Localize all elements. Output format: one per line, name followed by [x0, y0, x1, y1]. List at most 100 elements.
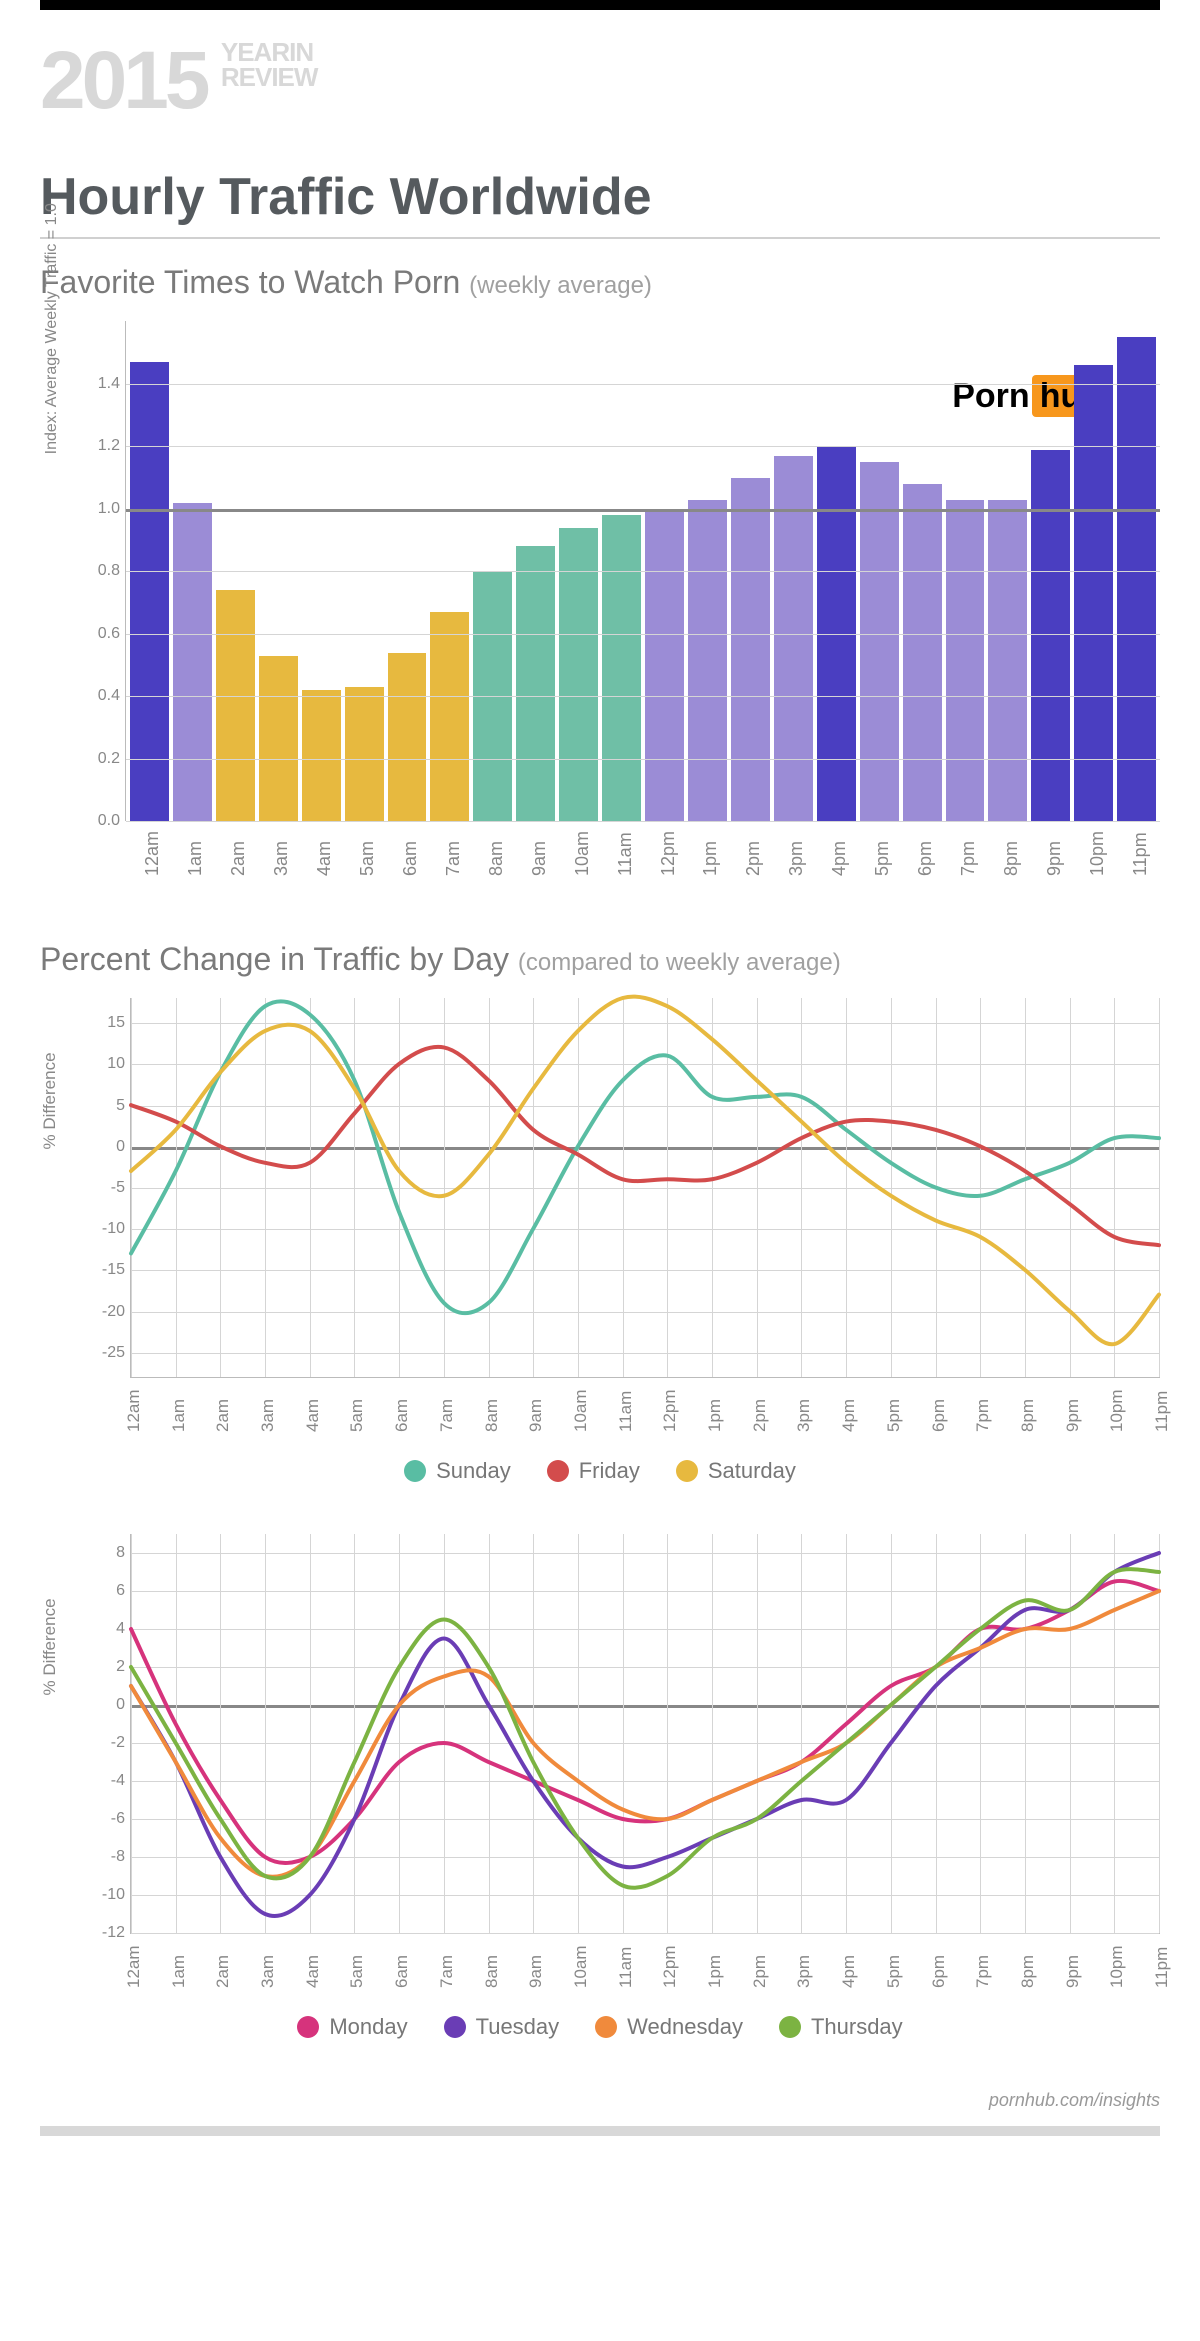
line-chart-weekend: % Difference -25-20-15-10-505101512am1am…	[95, 998, 1160, 1378]
bar-x-label: 7am	[443, 841, 464, 876]
bar-gridline	[126, 634, 1160, 635]
line-x-label: 4pm	[839, 1399, 859, 1432]
series-line	[131, 997, 1159, 1345]
bar-chart: Index: Average Weekly Traffic = 1.0 12am…	[90, 321, 1160, 821]
title-underline	[40, 237, 1160, 239]
header: 2015 YEARIN REVIEW	[40, 40, 1160, 117]
line-x-label: 11pm	[1152, 1391, 1172, 1432]
line-y-tick: 15	[107, 1014, 131, 1032]
legend-item: Sunday	[404, 1458, 511, 1484]
line-y-tick: -10	[102, 1220, 131, 1238]
bar-gridline	[126, 384, 1160, 385]
legend-label: Sunday	[436, 1458, 511, 1483]
bar-x-label: 5am	[357, 841, 378, 876]
line-x-label: 12pm	[660, 1946, 680, 1989]
bar-x-label: 12am	[142, 831, 163, 876]
bar-y-tick: 0.8	[96, 562, 126, 580]
line-x-label: 2am	[213, 1399, 233, 1432]
line2-y-label: % Difference	[40, 1599, 60, 1696]
bar-y-label: Index: Average Weekly Traffic = 1.0	[43, 204, 61, 455]
bar-y-tick: 0.2	[96, 750, 126, 768]
line-x-label: 10pm	[1107, 1946, 1127, 1989]
line-x-label: 7am	[437, 1955, 457, 1988]
line-grid-v	[1159, 1534, 1160, 1933]
line-x-label: 12pm	[660, 1390, 680, 1433]
line-x-label: 1am	[169, 1955, 189, 1988]
bar-x-label: 1pm	[700, 841, 721, 876]
top-bar	[40, 0, 1160, 10]
legend-weekend: SundayFridaySaturday	[40, 1458, 1160, 1484]
bar: 8pm	[988, 500, 1027, 822]
line-y-tick: 10	[107, 1055, 131, 1073]
line-x-label: 6am	[392, 1399, 412, 1432]
bar: 4am	[302, 690, 341, 821]
bar-y-tick: 1.0	[96, 500, 126, 518]
bar-gridline	[126, 821, 1160, 822]
line-x-label: 10pm	[1107, 1390, 1127, 1433]
line-x-label: 7pm	[973, 1955, 993, 1988]
line-x-label: 10am	[571, 1390, 591, 1433]
series-line	[131, 1591, 1159, 1877]
legend-weekday: MondayTuesdayWednesdayThursday	[40, 2014, 1160, 2040]
bar-x-label: 5pm	[872, 841, 893, 876]
line-grid-v	[1159, 998, 1160, 1377]
legend-label: Monday	[329, 2014, 407, 2039]
legend-label: Wednesday	[627, 2014, 743, 2039]
legend-item: Thursday	[779, 2014, 903, 2040]
series-line	[131, 1047, 1159, 1245]
line-x-label: 10am	[571, 1946, 591, 1989]
bar-gridline	[126, 696, 1160, 697]
line-x-label: 6pm	[929, 1399, 949, 1432]
line-y-tick: -25	[102, 1344, 131, 1362]
bar: 6pm	[903, 484, 942, 822]
line-x-label: 4am	[303, 1955, 323, 1988]
line-x-label: 9pm	[1063, 1399, 1083, 1432]
line-y-tick: 0	[116, 1138, 131, 1156]
bar-gridline	[126, 759, 1160, 760]
line-x-label: 8pm	[1018, 1399, 1038, 1432]
bar-x-label: 11am	[615, 833, 636, 877]
legend-label: Thursday	[811, 2014, 903, 2039]
line-x-label: 5pm	[884, 1399, 904, 1432]
bar-x-label: 12pm	[658, 831, 679, 876]
bar: 11am	[602, 515, 641, 821]
bar: 3am	[259, 656, 298, 822]
bar-x-label: 8pm	[1001, 841, 1022, 876]
legend-dot	[404, 1460, 426, 1482]
line-y-tick: -2	[111, 1734, 131, 1752]
line-grid-h	[131, 1933, 1159, 1934]
line-x-label: 3pm	[794, 1399, 814, 1432]
bar: 7pm	[946, 500, 985, 822]
bar: 9am	[516, 546, 555, 821]
s2-title-text: Percent Change in Traffic by Day	[40, 941, 509, 977]
bar: 11pm	[1117, 337, 1156, 821]
bar: 9pm	[1031, 450, 1070, 822]
legend-dot	[444, 2016, 466, 2038]
bar-title-paren: (weekly average)	[469, 272, 652, 299]
line-x-label: 8am	[482, 1955, 502, 1988]
bar-x-label: 7pm	[958, 841, 979, 876]
line-y-tick: 6	[116, 1582, 131, 1600]
line-svg	[131, 1534, 1159, 1933]
line-x-label: 3am	[258, 1955, 278, 1988]
bar: 12pm	[645, 512, 684, 821]
line-y-tick: 0	[116, 1696, 131, 1714]
legend-dot	[297, 2016, 319, 2038]
bar-x-label: 6am	[400, 841, 421, 876]
year-sub: YEARIN REVIEW	[221, 40, 318, 89]
line-y-tick: -4	[111, 1772, 131, 1790]
line-x-label: 5am	[347, 1955, 367, 1988]
s2-title-paren: (compared to weekly average)	[518, 949, 841, 976]
line-y-tick: -5	[111, 1179, 131, 1197]
line-x-label: 1pm	[705, 1955, 725, 1988]
line-x-label: 2pm	[750, 1955, 770, 1988]
bottom-bar	[40, 2126, 1160, 2136]
section2-title: Percent Change in Traffic by Day (compar…	[40, 941, 1160, 978]
bar-x-label: 4pm	[829, 841, 850, 876]
bar-y-tick: 1.4	[96, 375, 126, 393]
bar-chart-title: Favorite Times to Watch Porn (weekly ave…	[40, 264, 1160, 301]
bar-y-tick: 1.2	[96, 437, 126, 455]
bar-x-label: 9pm	[1044, 841, 1065, 876]
line-y-tick: -8	[111, 1848, 131, 1866]
legend-dot	[547, 1460, 569, 1482]
